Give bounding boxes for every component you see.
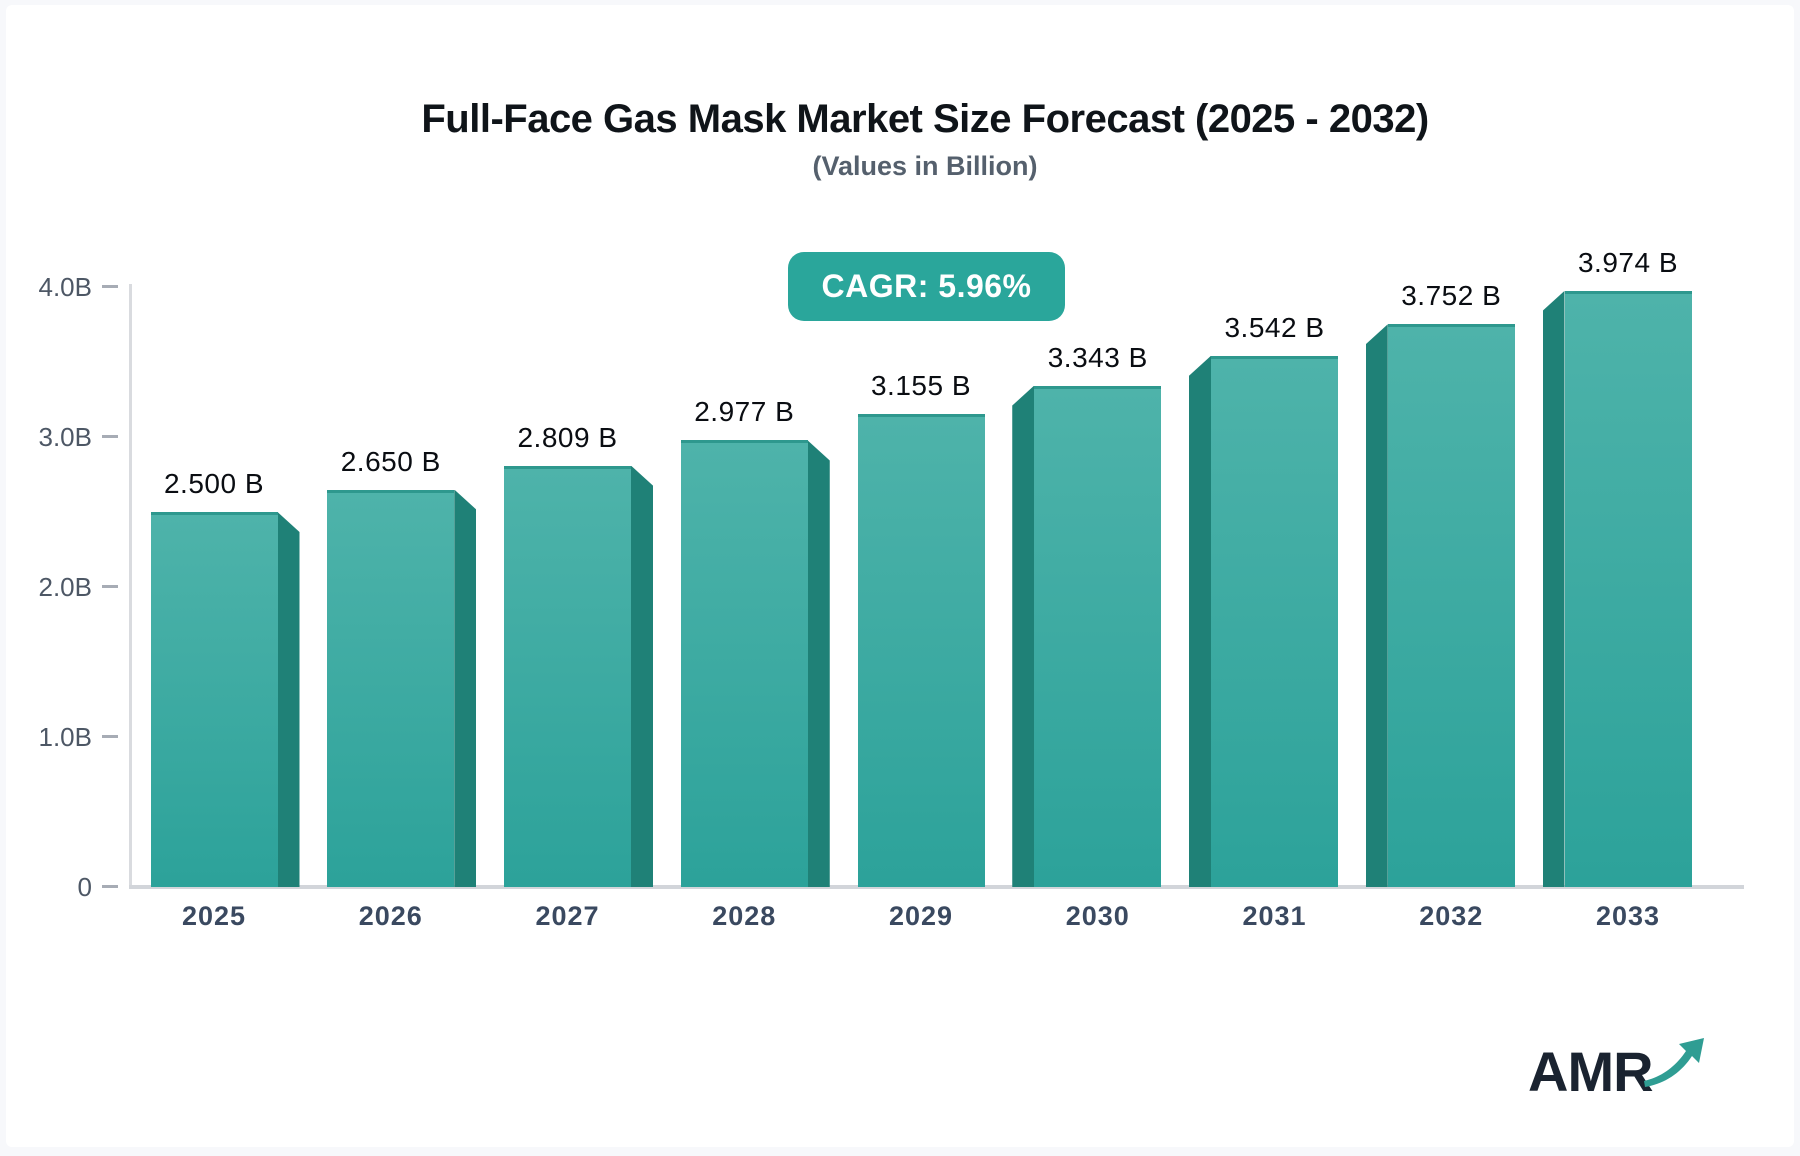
bar-2025 xyxy=(150,512,278,887)
bar-3d-side xyxy=(1012,385,1035,887)
bar-chart-plot-area: 0 1.0B 2.0B 3.0B 4.0B 2.500 B 2025 2.650 B 2026 2… xyxy=(6,5,1794,1147)
bar-3d-side xyxy=(807,440,830,887)
bar-3d-side xyxy=(1542,290,1565,887)
bar-2027 xyxy=(504,465,631,887)
bar-value-label: 3.974 B xyxy=(1577,246,1679,278)
x-axis-label: 2030 xyxy=(1065,901,1130,931)
bar-2031 xyxy=(1211,355,1338,887)
x-axis-line xyxy=(129,885,1744,889)
y-axis-tick xyxy=(102,285,118,288)
bar-3d-side xyxy=(454,489,477,887)
bar-2032 xyxy=(1387,324,1515,887)
y-axis-tick xyxy=(102,735,118,738)
bar-value-label: 2.809 B xyxy=(517,421,618,453)
amr-logo-text: AMR xyxy=(1528,1040,1654,1103)
bar-value-label: 3.542 B xyxy=(1224,311,1325,343)
bar-3d-side xyxy=(1189,355,1211,887)
bar-3d-side xyxy=(1365,324,1388,887)
bar-value-label: 3.155 B xyxy=(870,369,972,401)
y-axis-tick-label: 4.0B xyxy=(38,272,93,302)
chart-title: Full-Face Gas Mask Market Size Forecast … xyxy=(421,97,1429,141)
bar-value-label: 2.650 B xyxy=(340,445,441,477)
bar-2029 xyxy=(857,413,985,887)
x-axis-label: 2025 xyxy=(181,901,247,931)
x-axis-label: 2029 xyxy=(888,901,954,931)
growth-arrow-icon xyxy=(1643,1035,1717,1098)
y-axis-tick-label: 0 xyxy=(77,872,92,902)
x-axis-label: 2032 xyxy=(1419,901,1484,931)
bar-2026 xyxy=(327,489,455,887)
bar-value-label: 3.752 B xyxy=(1401,280,1502,312)
y-axis-tick xyxy=(102,435,118,438)
y-axis-tick xyxy=(102,885,118,888)
bar-2028 xyxy=(680,440,808,887)
cagr-badge: CAGR: 5.96% xyxy=(788,252,1065,321)
bar-3d-side xyxy=(631,465,653,887)
amr-logo: AMR xyxy=(1528,1035,1717,1100)
bar-2030 xyxy=(1034,385,1162,887)
bar-value-label: 3.343 B xyxy=(1047,341,1148,373)
chart-subtitle: (Values in Billion) xyxy=(812,151,1038,181)
x-axis-label: 2027 xyxy=(535,901,600,931)
bar-value-label: 2.977 B xyxy=(694,396,795,428)
y-axis-tick-label: 2.0B xyxy=(38,572,93,602)
bar-value-label: 2.500 B xyxy=(163,468,265,499)
y-axis-tick-label: 1.0B xyxy=(38,722,93,752)
y-axis-line xyxy=(129,284,132,889)
y-axis-tick xyxy=(102,585,118,588)
chart-card: Full-Face Gas Mask Market Size Forecast … xyxy=(6,5,1794,1147)
bar-2033 xyxy=(1564,290,1692,887)
bar-3d-side xyxy=(277,512,300,887)
x-axis-label: 2026 xyxy=(358,901,423,931)
y-axis-tick-label: 3.0B xyxy=(38,422,93,452)
x-axis-label: 2031 xyxy=(1242,901,1307,931)
x-axis-label: 2033 xyxy=(1595,901,1661,931)
x-axis-label: 2028 xyxy=(712,901,777,931)
